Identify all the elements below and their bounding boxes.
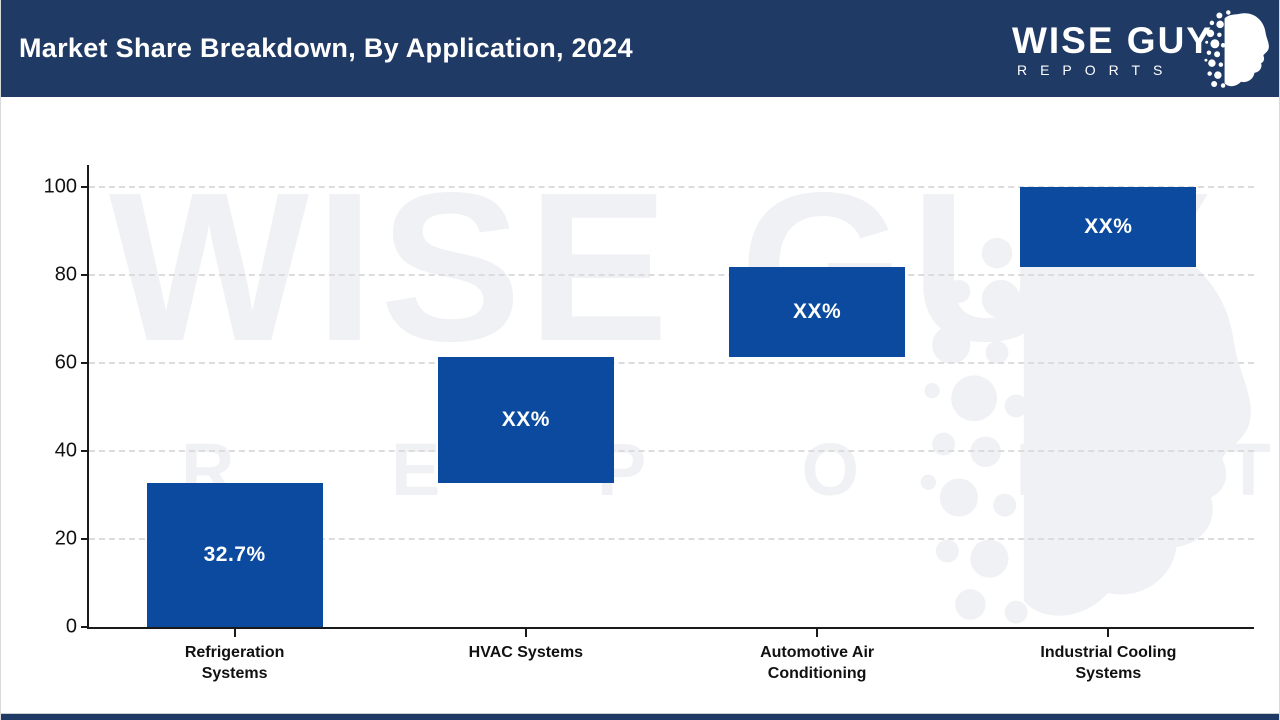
x-axis-tick-mark [816, 629, 819, 637]
header: Market Share Breakdown, By Application, … [1, 0, 1279, 97]
x-axis-category-label: HVAC Systems [468, 644, 584, 661]
chart-area: WISE GUY R E P O R T S 02040608010032.7%… [1, 97, 1279, 713]
brand-face-icon [1204, 10, 1269, 88]
brand-name: WISE GUY [1011, 19, 1213, 61]
footer-divider [1, 713, 1279, 714]
page-title: Market Share Breakdown, By Application, … [19, 33, 633, 63]
y-axis-tick-label: 20 [54, 527, 77, 550]
footer-bar [1, 714, 1279, 720]
brand-logo: WISE GUY REPORTS [1012, 6, 1273, 92]
bar-value-label: XX% [1084, 215, 1133, 239]
bar: XX% [437, 356, 614, 484]
y-axis-tick-label: 60 [54, 351, 77, 374]
bar-value-label: 32.7% [203, 543, 266, 567]
y-axis-tick-label: 100 [43, 175, 77, 198]
y-axis-tick-label: 40 [54, 439, 77, 462]
bar: 32.7% [146, 483, 323, 627]
y-axis-tick-label: 80 [54, 263, 77, 286]
x-axis-category-label: Refrigeration Systems [184, 644, 285, 682]
y-axis-tick-mark [81, 186, 89, 188]
bar-value-label: XX% [793, 299, 842, 323]
gridline [89, 362, 1254, 364]
x-axis-category-label: Industrial Cooling Systems [1040, 644, 1177, 682]
y-axis-tick-mark [81, 626, 89, 628]
x-axis-tick-mark [1107, 629, 1110, 637]
x-axis-line [87, 627, 1254, 629]
bar-value-label: XX% [501, 407, 550, 431]
gridline [89, 450, 1254, 452]
y-axis-line [87, 165, 89, 629]
y-axis-tick-mark [81, 538, 89, 540]
watermark-face-icon [920, 226, 1251, 624]
x-axis-tick-mark [233, 629, 236, 637]
gridline [89, 274, 1254, 276]
y-axis-tick-mark [81, 274, 89, 276]
bar: XX% [729, 267, 906, 357]
x-axis-category-label: Automotive Air Conditioning [760, 644, 875, 682]
brand-subtitle: REPORTS [1016, 61, 1176, 78]
x-axis-tick-mark [524, 629, 527, 637]
bar: XX% [1020, 187, 1197, 268]
y-axis-tick-mark [81, 450, 89, 452]
gridline [89, 186, 1254, 188]
y-axis-tick-mark [81, 362, 89, 364]
brand-logo-text: WISE GUY REPORTS [1011, 19, 1213, 78]
y-axis-tick-label: 0 [65, 615, 77, 638]
gridline [89, 538, 1254, 540]
